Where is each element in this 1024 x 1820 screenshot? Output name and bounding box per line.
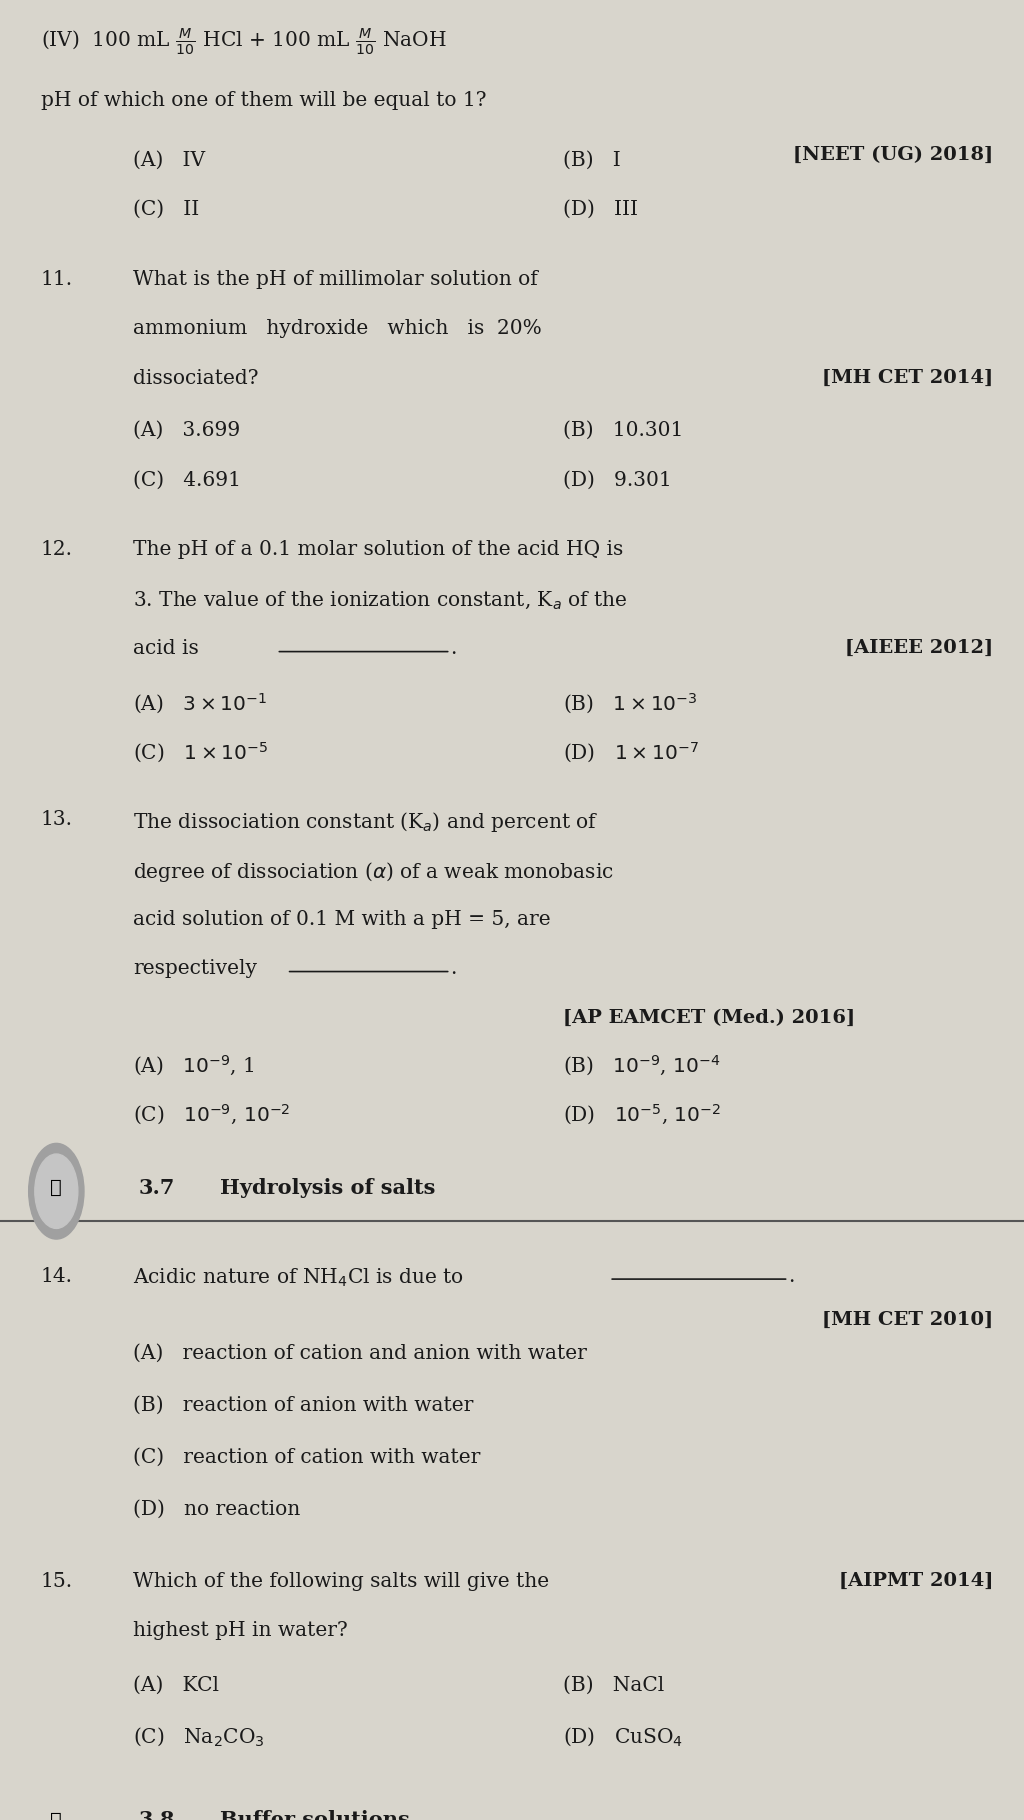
Text: (D)   CuSO$_4$: (D) CuSO$_4$ — [563, 1725, 683, 1749]
Text: (A)   reaction of cation and anion with water: (A) reaction of cation and anion with wa… — [133, 1343, 587, 1363]
Text: Acidic nature of NH$_4$Cl is due to: Acidic nature of NH$_4$Cl is due to — [133, 1267, 464, 1289]
Text: 11.: 11. — [41, 269, 73, 289]
Text: pH of which one of them will be equal to 1?: pH of which one of them will be equal to… — [41, 91, 486, 109]
Circle shape — [35, 1787, 78, 1820]
Circle shape — [35, 1154, 78, 1229]
Text: 12.: 12. — [41, 541, 73, 559]
Text: (D)   no reaction: (D) no reaction — [133, 1500, 300, 1520]
Text: (C)   II: (C) II — [133, 200, 200, 218]
Text: [NEET (UG) 2018]: [NEET (UG) 2018] — [793, 146, 993, 164]
Text: [AIPMT 2014]: [AIPMT 2014] — [839, 1572, 993, 1589]
Text: (D)   III: (D) III — [563, 200, 638, 218]
Text: Which of the following salts will give the: Which of the following salts will give t… — [133, 1572, 549, 1591]
Text: (A)   KCl: (A) KCl — [133, 1676, 219, 1694]
Text: .: . — [788, 1267, 795, 1285]
Text: respectively: respectively — [133, 959, 257, 977]
Text: acid solution of 0.1 M with a pH = 5, are: acid solution of 0.1 M with a pH = 5, ar… — [133, 910, 551, 928]
Text: ammonium   hydroxide   which   is  20%: ammonium hydroxide which is 20% — [133, 318, 542, 339]
Text: (A)   $10^{-9}$, 1: (A) $10^{-9}$, 1 — [133, 1054, 254, 1077]
Text: 3.8: 3.8 — [138, 1811, 175, 1820]
Text: (D)   $10^{-5}$, $10^{-2}$: (D) $10^{-5}$, $10^{-2}$ — [563, 1103, 721, 1127]
Text: (C)   $1 \times 10^{-5}$: (C) $1 \times 10^{-5}$ — [133, 741, 268, 764]
Text: 13.: 13. — [41, 810, 73, 830]
Text: dissociated?: dissociated? — [133, 369, 259, 388]
Text: [AIEEE 2012]: [AIEEE 2012] — [845, 639, 993, 657]
Text: (C)   4.691: (C) 4.691 — [133, 471, 241, 490]
Text: (A)   $3 \times 10^{-1}$: (A) $3 \times 10^{-1}$ — [133, 692, 267, 715]
Text: (C)   Na$_2$CO$_3$: (C) Na$_2$CO$_3$ — [133, 1725, 264, 1749]
Text: 3.7: 3.7 — [138, 1178, 175, 1198]
Text: (B)   $1 \times 10^{-3}$: (B) $1 \times 10^{-3}$ — [563, 692, 697, 715]
Text: (A)   3.699: (A) 3.699 — [133, 420, 241, 440]
Text: (C)   $10^{-9}$, $10^{-2}$: (C) $10^{-9}$, $10^{-2}$ — [133, 1103, 291, 1127]
Text: [MH CET 2014]: [MH CET 2014] — [822, 369, 993, 388]
Text: highest pH in water?: highest pH in water? — [133, 1622, 348, 1640]
Text: 🧠: 🧠 — [50, 1178, 62, 1198]
Text: The dissociation constant (K$_a$) and percent of: The dissociation constant (K$_a$) and pe… — [133, 810, 598, 834]
Text: 🧠: 🧠 — [50, 1811, 62, 1820]
Text: (B)   I: (B) I — [563, 151, 621, 169]
Text: (IV)  100 mL $\frac{M}{10}$ HCl + 100 mL $\frac{M}{10}$ NaOH: (IV) 100 mL $\frac{M}{10}$ HCl + 100 mL … — [41, 27, 446, 56]
Text: Buffer solutions: Buffer solutions — [220, 1811, 410, 1820]
Text: degree of dissociation ($\alpha$) of a weak monobasic: degree of dissociation ($\alpha$) of a w… — [133, 859, 614, 885]
Text: .: . — [451, 959, 457, 977]
Text: (B)   $10^{-9}$, $10^{-4}$: (B) $10^{-9}$, $10^{-4}$ — [563, 1054, 721, 1077]
Text: .: . — [451, 639, 457, 659]
Circle shape — [29, 1776, 84, 1820]
Text: (A)   IV: (A) IV — [133, 151, 205, 169]
Text: (C)   reaction of cation with water: (C) reaction of cation with water — [133, 1447, 480, 1467]
Circle shape — [29, 1143, 84, 1239]
Text: (B)   10.301: (B) 10.301 — [563, 420, 684, 440]
Text: (D)   9.301: (D) 9.301 — [563, 471, 672, 490]
Text: (B)   reaction of anion with water: (B) reaction of anion with water — [133, 1396, 473, 1414]
Text: [AP EAMCET (Med.) 2016]: [AP EAMCET (Med.) 2016] — [563, 1008, 855, 1026]
Text: 3. The value of the ionization constant, K$_a$ of the: 3. The value of the ionization constant,… — [133, 590, 628, 612]
Text: (D)   $1 \times 10^{-7}$: (D) $1 \times 10^{-7}$ — [563, 741, 699, 764]
Text: Hydrolysis of salts: Hydrolysis of salts — [220, 1178, 435, 1198]
Text: What is the pH of millimolar solution of: What is the pH of millimolar solution of — [133, 269, 538, 289]
Text: acid is: acid is — [133, 639, 199, 659]
Text: The pH of a 0.1 molar solution of the acid HQ is: The pH of a 0.1 molar solution of the ac… — [133, 541, 624, 559]
Text: 15.: 15. — [41, 1572, 73, 1591]
Text: (B)   NaCl: (B) NaCl — [563, 1676, 665, 1694]
Text: [MH CET 2010]: [MH CET 2010] — [822, 1312, 993, 1329]
Text: 14.: 14. — [41, 1267, 73, 1285]
